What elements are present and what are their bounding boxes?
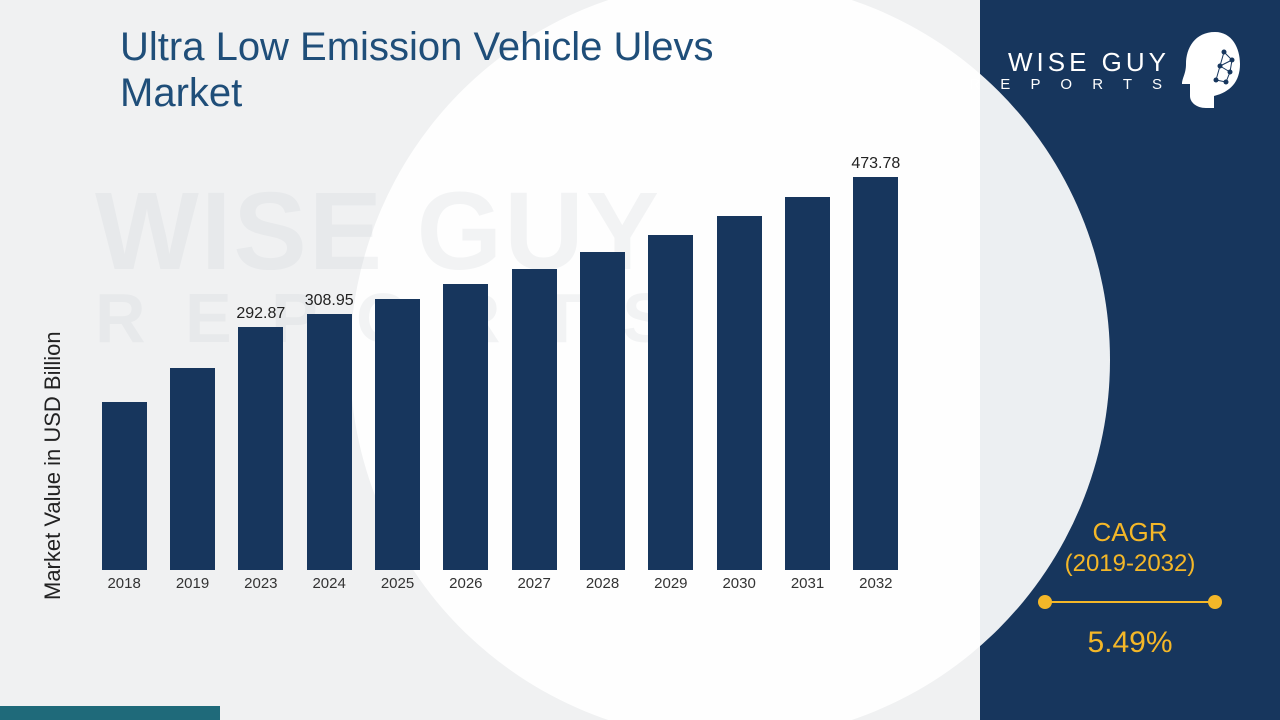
bar [580,252,625,570]
logo-line1: WISE GUY [969,47,1170,78]
bar-value-label: 473.78 [836,155,916,173]
canvas: WISE GUY R E P O R T S Ultra Low Emissio… [0,0,1280,720]
brand-logo: WISE GUY R E P O R T S [969,30,1250,110]
bar [785,197,830,570]
x-tick-label: 2026 [436,575,496,592]
chart-title: Ultra Low Emission Vehicle Ulevs Market [120,24,840,116]
x-tick-label: 2024 [299,575,359,592]
cagr-title: CAGR [1020,517,1240,548]
plot-area: 292.87308.95473.78 [90,155,910,570]
bar [102,402,147,570]
bar [717,216,762,570]
footer-accent-bar [0,706,220,720]
bar-value-label: 308.95 [289,292,369,310]
x-tick-label: 2023 [231,575,291,592]
y-axis-label: Market Value in USD Billion [40,331,66,600]
head-icon [1180,30,1250,110]
bar [512,269,557,570]
bar [853,177,898,570]
bar [443,284,488,570]
x-tick-label: 2018 [94,575,154,592]
bar-chart: 292.87308.95473.78 2018 2019 2023 2024 2025 2… [90,155,910,595]
x-tick-label: 2019 [163,575,223,592]
logo-text: WISE GUY R E P O R T S [969,47,1170,93]
bar [307,314,352,570]
x-tick-label: 2032 [846,575,906,592]
cagr-value: 5.49% [1020,626,1240,660]
x-tick-label: 2028 [573,575,633,592]
x-tick-label: 2030 [709,575,769,592]
bar [238,327,283,570]
x-tick-label: 2029 [641,575,701,592]
x-tick-label: 2027 [504,575,564,592]
x-tick-label: 2031 [778,575,838,592]
cagr-divider [1040,592,1220,612]
cagr-box: CAGR (2019-2032) 5.49% [1020,517,1240,660]
logo-line2: R E P O R T S [969,76,1170,93]
bar [170,368,215,570]
bar [648,235,693,570]
cagr-years: (2019-2032) [1020,550,1240,578]
x-tick-label: 2025 [368,575,428,592]
bar [375,299,420,570]
